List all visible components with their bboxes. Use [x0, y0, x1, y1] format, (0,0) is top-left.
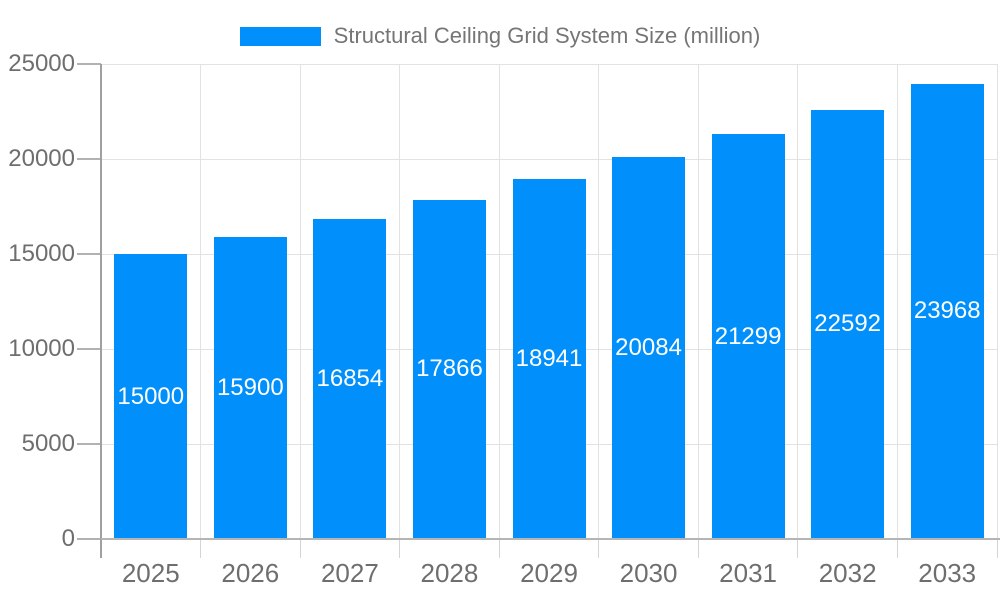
y-axis-label: 25000 — [8, 50, 75, 77]
y-axis-label: 10000 — [8, 335, 75, 362]
y-axis-label: 20000 — [8, 145, 75, 172]
y-axis-label: 5000 — [21, 430, 75, 457]
x-axis-label-2030: 2030 — [619, 558, 678, 588]
v-gridline — [200, 64, 202, 539]
bar-2028[interactable] — [412, 199, 486, 539]
x-axis-tick — [299, 539, 301, 558]
bar-2033[interactable] — [910, 83, 984, 539]
x-axis-line — [101, 538, 1000, 540]
y-axis-tick — [77, 538, 101, 540]
v-gridline — [896, 64, 898, 539]
h-gridline — [101, 158, 997, 160]
y-axis-tick — [77, 63, 101, 65]
x-axis-tick — [996, 539, 998, 558]
v-gridline — [498, 64, 500, 539]
x-axis-tick — [896, 539, 898, 558]
x-axis-label-2027: 2027 — [320, 558, 379, 588]
bar-2029[interactable] — [512, 179, 586, 539]
x-axis-tick — [797, 539, 799, 558]
x-axis-tick — [399, 539, 401, 558]
legend-label: Structural Ceiling Grid System Size (mil… — [333, 23, 761, 48]
y-axis-label: 15000 — [8, 240, 75, 267]
x-axis-tick — [498, 539, 500, 558]
x-axis-label-2033: 2033 — [918, 558, 977, 588]
x-axis-tick — [200, 539, 202, 558]
legend-swatch-icon — [239, 26, 321, 46]
chart-legend[interactable]: Structural Ceiling Grid System Size (mil… — [0, 22, 1000, 50]
y-axis-line — [100, 64, 102, 558]
x-axis-label-2032: 2032 — [818, 558, 877, 588]
x-axis-tick — [697, 539, 699, 558]
y-axis-tick — [77, 253, 101, 255]
bar-2030[interactable] — [612, 157, 686, 539]
x-axis-label-2025: 2025 — [121, 558, 180, 588]
bar-2025[interactable] — [114, 254, 188, 539]
x-axis-label-2029: 2029 — [520, 558, 578, 588]
v-gridline — [797, 64, 799, 539]
x-axis-label-2026: 2026 — [221, 558, 280, 588]
bar-2031[interactable] — [711, 134, 785, 539]
y-axis-tick — [77, 348, 101, 350]
x-axis-label-2031: 2031 — [719, 558, 778, 588]
x-axis-label-2028: 2028 — [420, 558, 479, 588]
x-axis-tick — [598, 539, 600, 558]
bar-2032[interactable] — [811, 109, 885, 539]
bar-2026[interactable] — [213, 236, 287, 539]
v-gridline — [598, 64, 600, 539]
h-gridline — [101, 63, 997, 65]
v-gridline — [697, 64, 699, 539]
v-gridline — [996, 64, 998, 539]
v-gridline — [299, 64, 301, 539]
y-axis-tick — [77, 443, 101, 445]
y-axis-label: 0 — [61, 525, 75, 552]
v-gridline — [399, 64, 401, 539]
bar-2027[interactable] — [313, 218, 387, 539]
y-axis-tick — [77, 158, 101, 160]
